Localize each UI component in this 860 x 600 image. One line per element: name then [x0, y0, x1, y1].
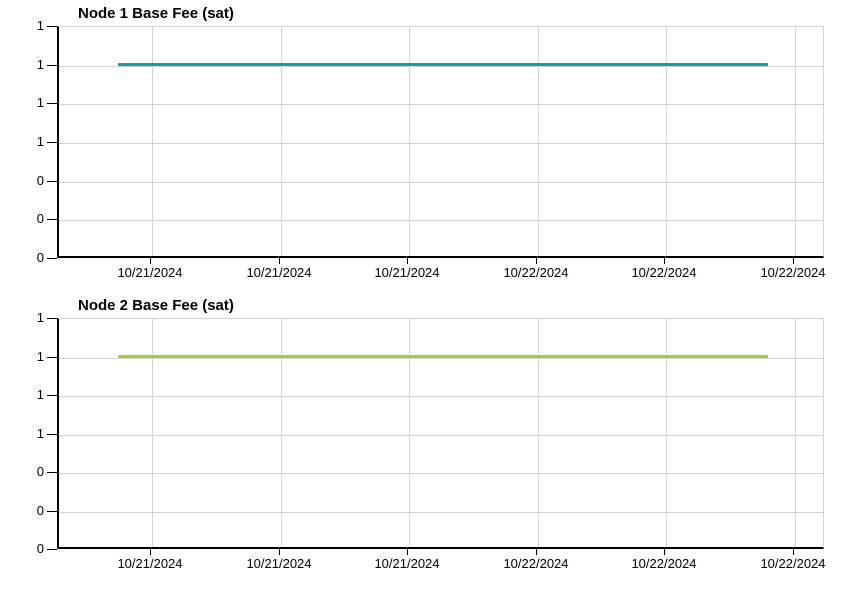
y-tick-label: 1 [36, 310, 44, 325]
horizontal-gridline [59, 220, 823, 221]
chart-node1-base-fee: Node 1 Base Fee (sat) 1 1 1 1 0 0 0 10/21/2024 1… [0, 0, 860, 292]
y-tick-mark [47, 357, 57, 358]
x-tick-label: 10/21/2024 [374, 265, 440, 280]
x-tick-label: 10/22/2024 [631, 556, 697, 571]
y-tick-label: 1 [36, 387, 44, 402]
y-tick-label: 1 [36, 95, 44, 110]
x-tick-label: 10/22/2024 [503, 265, 569, 280]
y-tick-mark [47, 65, 57, 66]
x-tick-mark [664, 258, 665, 264]
y-tick-mark [47, 472, 57, 473]
horizontal-gridline [59, 358, 823, 359]
series-line-node1 [118, 63, 768, 67]
horizontal-gridline [59, 104, 823, 105]
y-tick-mark [47, 258, 57, 259]
y-tick-label: 1 [36, 426, 44, 441]
plot-area [57, 318, 824, 549]
x-tick-label: 10/21/2024 [374, 556, 440, 571]
chart-title: Node 1 Base Fee (sat) [78, 5, 234, 22]
y-tick-mark [47, 395, 57, 396]
x-tick-mark [279, 258, 280, 264]
x-tick-mark [150, 258, 151, 264]
vertical-gridline [281, 319, 282, 547]
horizontal-gridline [59, 435, 823, 436]
y-tick-label: 0 [36, 541, 44, 556]
horizontal-gridline [59, 396, 823, 397]
x-tick-mark [150, 549, 151, 555]
horizontal-gridline [59, 473, 823, 474]
x-tick-mark [793, 549, 794, 555]
y-tick-label: 0 [36, 464, 44, 479]
vertical-gridline [666, 27, 667, 256]
vertical-gridline [538, 319, 539, 547]
x-tick-mark [407, 549, 408, 555]
y-tick-label: 1 [36, 134, 44, 149]
vertical-gridline [281, 27, 282, 256]
y-tick-mark [47, 511, 57, 512]
vertical-gridline [409, 27, 410, 256]
y-tick-label: 1 [36, 18, 44, 33]
vertical-gridline [666, 319, 667, 547]
x-tick-label: 10/21/2024 [246, 265, 312, 280]
x-tick-label: 10/21/2024 [117, 265, 183, 280]
vertical-gridline [409, 319, 410, 547]
x-tick-label: 10/21/2024 [246, 556, 312, 571]
y-tick-label: 0 [36, 503, 44, 518]
x-tick-mark [279, 549, 280, 555]
y-tick-label: 0 [36, 173, 44, 188]
vertical-gridline [152, 319, 153, 547]
x-tick-label: 10/22/2024 [503, 556, 569, 571]
horizontal-gridline [59, 66, 823, 67]
y-tick-mark [47, 103, 57, 104]
x-tick-mark [536, 258, 537, 264]
chart-title: Node 2 Base Fee (sat) [78, 297, 234, 314]
y-tick-mark [47, 142, 57, 143]
horizontal-gridline [59, 182, 823, 183]
y-tick-label: 1 [36, 57, 44, 72]
plot-area [57, 26, 824, 258]
y-tick-mark [47, 26, 57, 27]
y-tick-label: 0 [36, 250, 44, 265]
y-tick-label: 0 [36, 211, 44, 226]
x-tick-mark [793, 258, 794, 264]
horizontal-gridline [59, 512, 823, 513]
vertical-gridline [152, 27, 153, 256]
series-line-node2 [118, 355, 768, 358]
vertical-gridline [538, 27, 539, 256]
x-tick-label: 10/22/2024 [760, 265, 826, 280]
x-tick-label: 10/22/2024 [631, 265, 697, 280]
x-tick-mark [536, 549, 537, 555]
horizontal-gridline [59, 143, 823, 144]
y-tick-mark [47, 549, 57, 550]
y-tick-mark [47, 434, 57, 435]
y-tick-mark [47, 181, 57, 182]
vertical-gridline [795, 27, 796, 256]
x-tick-mark [664, 549, 665, 555]
chart-node2-base-fee: Node 2 Base Fee (sat) 1 1 1 1 0 0 0 10/21/2024 1… [0, 292, 860, 600]
y-tick-label: 1 [36, 349, 44, 364]
x-tick-label: 10/21/2024 [117, 556, 183, 571]
vertical-gridline [795, 319, 796, 547]
y-tick-mark [47, 219, 57, 220]
x-tick-label: 10/22/2024 [760, 556, 826, 571]
y-tick-mark [47, 318, 57, 319]
x-tick-mark [407, 258, 408, 264]
